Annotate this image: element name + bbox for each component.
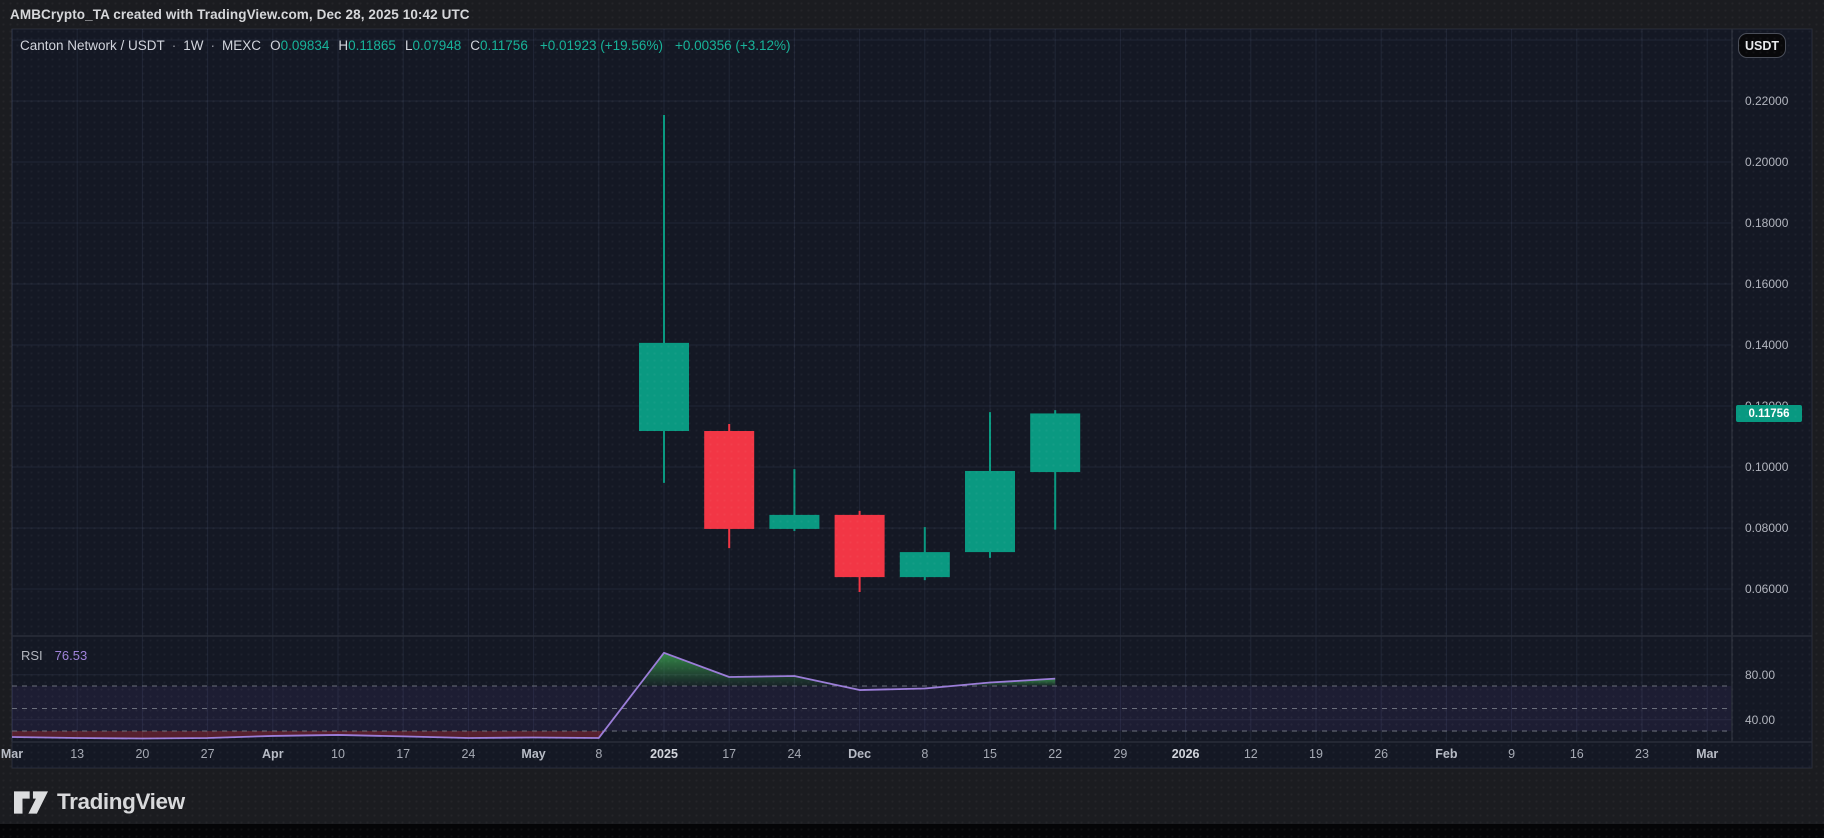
rsi-axis-label: 40.00 [1745, 712, 1776, 727]
price-axis-label: 0.20000 [1745, 155, 1789, 169]
price-axis-label: 0.22000 [1745, 94, 1789, 108]
ohlc-high: H0.11865 [338, 37, 396, 53]
time-axis-label: Mar [0, 747, 24, 761]
time-axis-label: Apr [262, 747, 284, 761]
symbol-title[interactable]: Canton Network / USDT [20, 37, 165, 53]
ohlc-low: L0.07948 [404, 37, 462, 53]
time-axis-label: 13 [70, 747, 85, 761]
rsi-title: RSI [21, 648, 43, 663]
legend-separator: · [171, 37, 177, 53]
rsi-axis-label: 80.00 [1745, 667, 1776, 682]
exchange-label: MEXC [222, 37, 262, 53]
time-axis-label: Dec [848, 747, 872, 761]
rsi-legend: RSI 76.53 [21, 648, 87, 663]
watermark-title: AMBCrypto_TA created with TradingView.co… [10, 7, 470, 22]
right-margin [1812, 29, 1824, 768]
interval-label: 1W [183, 37, 204, 53]
time-axis-label: 29 [1113, 747, 1128, 761]
last-price-tag: 0.11756 [1736, 405, 1802, 422]
time-axis-label: 17 [722, 747, 737, 761]
time-axis-label: 9 [1508, 747, 1516, 761]
left-margin [0, 29, 12, 768]
price-axis-label: 0.06000 [1745, 582, 1789, 596]
price-axis-label: 0.18000 [1745, 216, 1789, 230]
time-axis-label: 8 [595, 747, 603, 761]
change-percent: +0.00356 (+3.12%) [674, 37, 791, 53]
ohlc-close: C0.11756 [470, 37, 528, 53]
top-bar [0, 0, 1824, 29]
time-axis-label: 17 [396, 747, 411, 761]
time-axis-label: 8 [921, 747, 929, 761]
currency-usdt-button[interactable]: USDT [1738, 33, 1786, 58]
tradingview-logo[interactable]: TradingView [14, 789, 185, 815]
time-axis-label: 2025 [650, 747, 678, 761]
chart-legend: Canton Network / USDT · 1W · MEXC O0.098… [20, 36, 791, 54]
ohlc-open: O0.09834 [270, 37, 330, 53]
price-axis-label: 0.10000 [1745, 460, 1789, 474]
time-axis-label: 23 [1635, 747, 1649, 761]
time-axis-label: 19 [1309, 747, 1323, 761]
change-absolute: +0.01923 (+19.56%) [539, 37, 663, 53]
tradingview-logo-text: TradingView [57, 789, 185, 814]
tradingview-logo-icon [14, 790, 48, 814]
time-axis-label: 27 [200, 747, 215, 761]
time-axis-label: 24 [787, 747, 802, 761]
legend-separator: · [210, 37, 216, 53]
time-axis-label: Feb [1435, 747, 1458, 761]
time-axis-label: 22 [1048, 747, 1063, 761]
price-axis-label: 0.08000 [1745, 521, 1789, 535]
time-axis-label: 10 [331, 747, 345, 761]
time-axis-label: 2026 [1171, 747, 1200, 761]
rsi-value: 76.53 [54, 648, 88, 663]
time-axis-label: Mar [1696, 747, 1719, 761]
bottom-bar [0, 768, 1824, 824]
price-axis-label: 0.16000 [1745, 277, 1789, 291]
bottom-black-band [0, 824, 1824, 838]
time-axis-label: 26 [1374, 747, 1389, 761]
time-axis-label: 16 [1569, 747, 1584, 761]
time-axis-label: 24 [461, 747, 476, 761]
time-axis-label: 15 [983, 747, 997, 761]
time-axis-label: 20 [135, 747, 150, 761]
price-axis[interactable] [1732, 29, 1824, 742]
price-axis-label: 0.14000 [1745, 338, 1789, 352]
time-axis-label: 12 [1243, 747, 1258, 761]
time-axis-label: May [521, 747, 546, 761]
